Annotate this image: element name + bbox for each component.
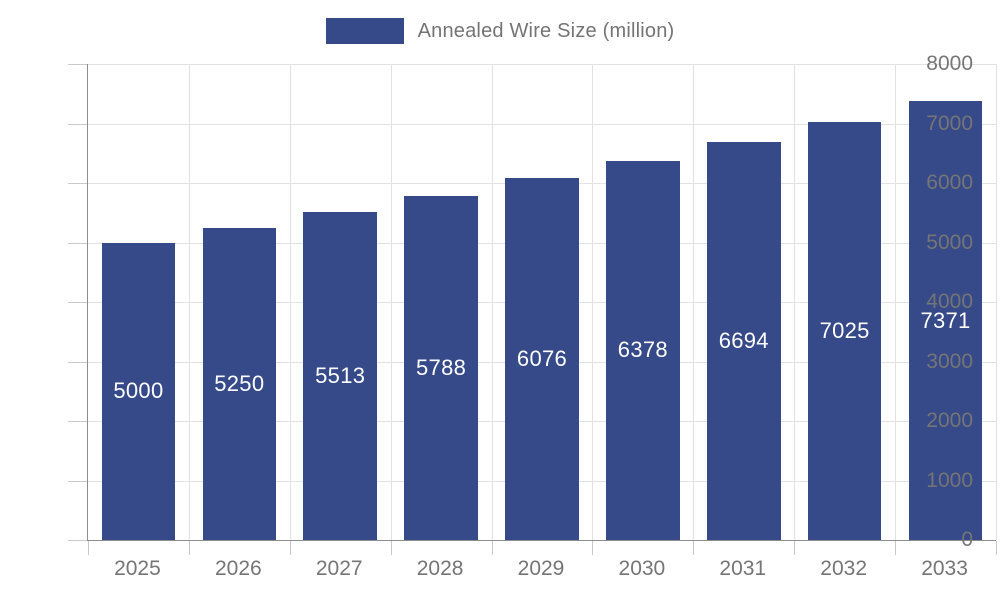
- bar-value-label: 5000: [113, 378, 164, 404]
- x-tick-label-2031: 2031: [719, 557, 767, 580]
- x-tick-label-2026: 2026: [214, 557, 262, 580]
- y-tick-mark: [68, 183, 87, 184]
- y-tick-label: 1000: [926, 468, 973, 492]
- y-tick-mark: [68, 540, 87, 541]
- x-tick-mark: [491, 541, 493, 555]
- y-tick-mark: [68, 421, 87, 422]
- bar-2027: 5513: [303, 211, 378, 540]
- bar-value-label: 5250: [214, 370, 265, 396]
- bar-value-label: 6694: [718, 327, 769, 353]
- y-tick-mark: [68, 361, 87, 363]
- bar-value-label: 5513: [315, 362, 366, 388]
- plot-area: 5000 5250 5513 5788 6076 6378 6694 7025 7371: [68, 64, 997, 555]
- x-tick-mark: [88, 541, 89, 555]
- bar-2032: 7025: [807, 122, 882, 540]
- h-gridline: [88, 64, 996, 65]
- bar-2029: 6076: [505, 178, 579, 540]
- v-gridline: [794, 64, 796, 540]
- x-tick-mark: [390, 541, 392, 555]
- bar-2026: 5250: [202, 227, 277, 540]
- x-tick-label-2027: 2027: [315, 557, 363, 580]
- y-tick-mark: [68, 302, 87, 303]
- v-gridline: [693, 64, 695, 540]
- y-tick-mark: [68, 242, 87, 244]
- bar-value-label: 7371: [920, 307, 971, 333]
- x-tick-mark: [693, 541, 695, 555]
- legend-label: Annealed Wire Size (million): [417, 19, 675, 42]
- x-tick-label-2033: 2033: [921, 557, 968, 580]
- bar-2025: 5000: [101, 242, 176, 540]
- y-tick-label: 6000: [926, 171, 973, 194]
- y-tick-mark: [68, 64, 87, 65]
- bar-2030: 6378: [606, 160, 680, 540]
- bar-value-label: 5788: [416, 354, 467, 380]
- x-tick-mark: [188, 541, 190, 555]
- y-tick-label: 0: [961, 528, 973, 551]
- v-gridline: [289, 64, 291, 540]
- bar-2033: 7371: [908, 101, 983, 540]
- x-tick-mark: [794, 541, 796, 555]
- y-tick-label: 7000: [926, 111, 973, 135]
- x-tick-mark: [289, 541, 291, 555]
- x-tick-label-2028: 2028: [416, 557, 464, 580]
- bar-2028: 5788: [404, 195, 478, 540]
- y-tick-label: 3000: [926, 349, 973, 373]
- y-tick-mark: [68, 123, 87, 125]
- legend-swatch: [325, 18, 404, 44]
- bar-value-label: 7025: [819, 318, 870, 343]
- v-gridline: [491, 64, 493, 540]
- y-tick-label: 8000: [926, 52, 973, 75]
- h-gridline: [88, 123, 996, 125]
- y-tick-label: 5000: [926, 230, 973, 254]
- x-tick-mark: [996, 541, 997, 555]
- chart-legend: Annealed Wire Size (million): [0, 18, 1000, 44]
- v-gridline: [390, 64, 392, 540]
- y-tick-mark: [68, 480, 87, 482]
- x-tick-label-2030: 2030: [618, 557, 666, 580]
- v-gridline: [592, 64, 594, 540]
- v-gridline: [996, 64, 997, 540]
- bar-value-label: 6076: [516, 346, 568, 372]
- y-tick-label: 4000: [926, 290, 973, 313]
- bar-value-label: 6378: [617, 337, 668, 363]
- x-tick-mark: [895, 541, 897, 555]
- x-tick-label-2025: 2025: [114, 557, 161, 580]
- x-tick-label-2029: 2029: [517, 557, 565, 580]
- x-tick-mark: [592, 541, 594, 555]
- v-gridline: [895, 64, 897, 540]
- v-gridline: [188, 64, 190, 540]
- x-tick-label-2032: 2032: [820, 557, 868, 580]
- bar-2031: 6694: [706, 141, 781, 540]
- y-tick-label: 2000: [926, 409, 973, 432]
